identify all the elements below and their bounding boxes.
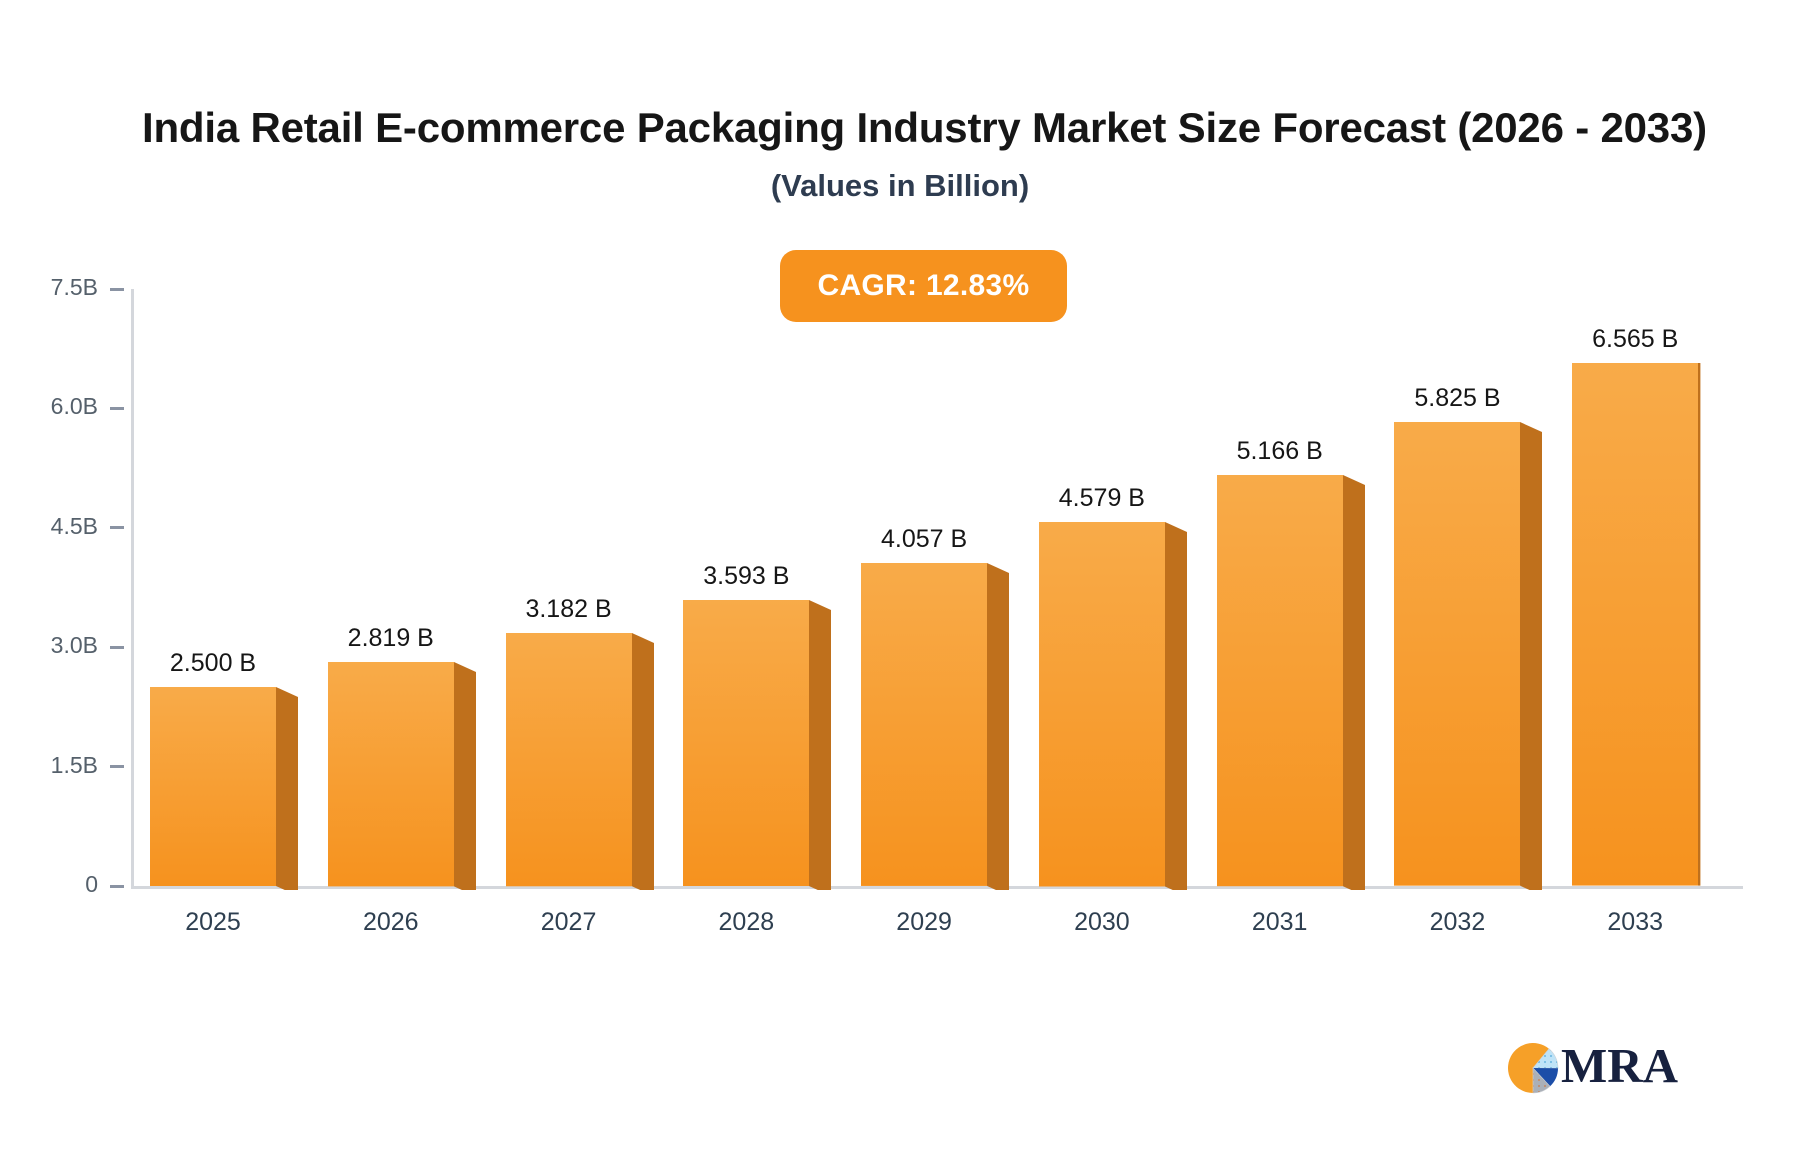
- svg-text:MRA: MRA: [1561, 1042, 1679, 1093]
